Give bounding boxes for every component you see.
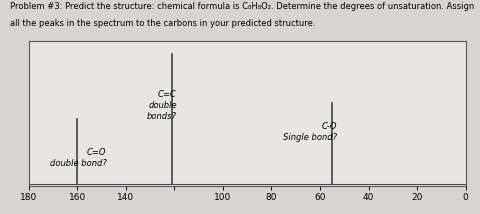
Text: Problem #3: Predict the structure: chemical formula is C₈H₈O₂. Determine the deg: Problem #3: Predict the structure: chemi… xyxy=(10,2,474,11)
Text: C=O
double bond?: C=O double bond? xyxy=(49,147,107,168)
Text: C=C
double
bonds?: C=C double bonds? xyxy=(147,90,177,121)
Text: C-O
Single bond?: C-O Single bond? xyxy=(283,122,337,142)
Text: all the peaks in the spectrum to the carbons in your predicted structure.: all the peaks in the spectrum to the car… xyxy=(10,19,315,28)
